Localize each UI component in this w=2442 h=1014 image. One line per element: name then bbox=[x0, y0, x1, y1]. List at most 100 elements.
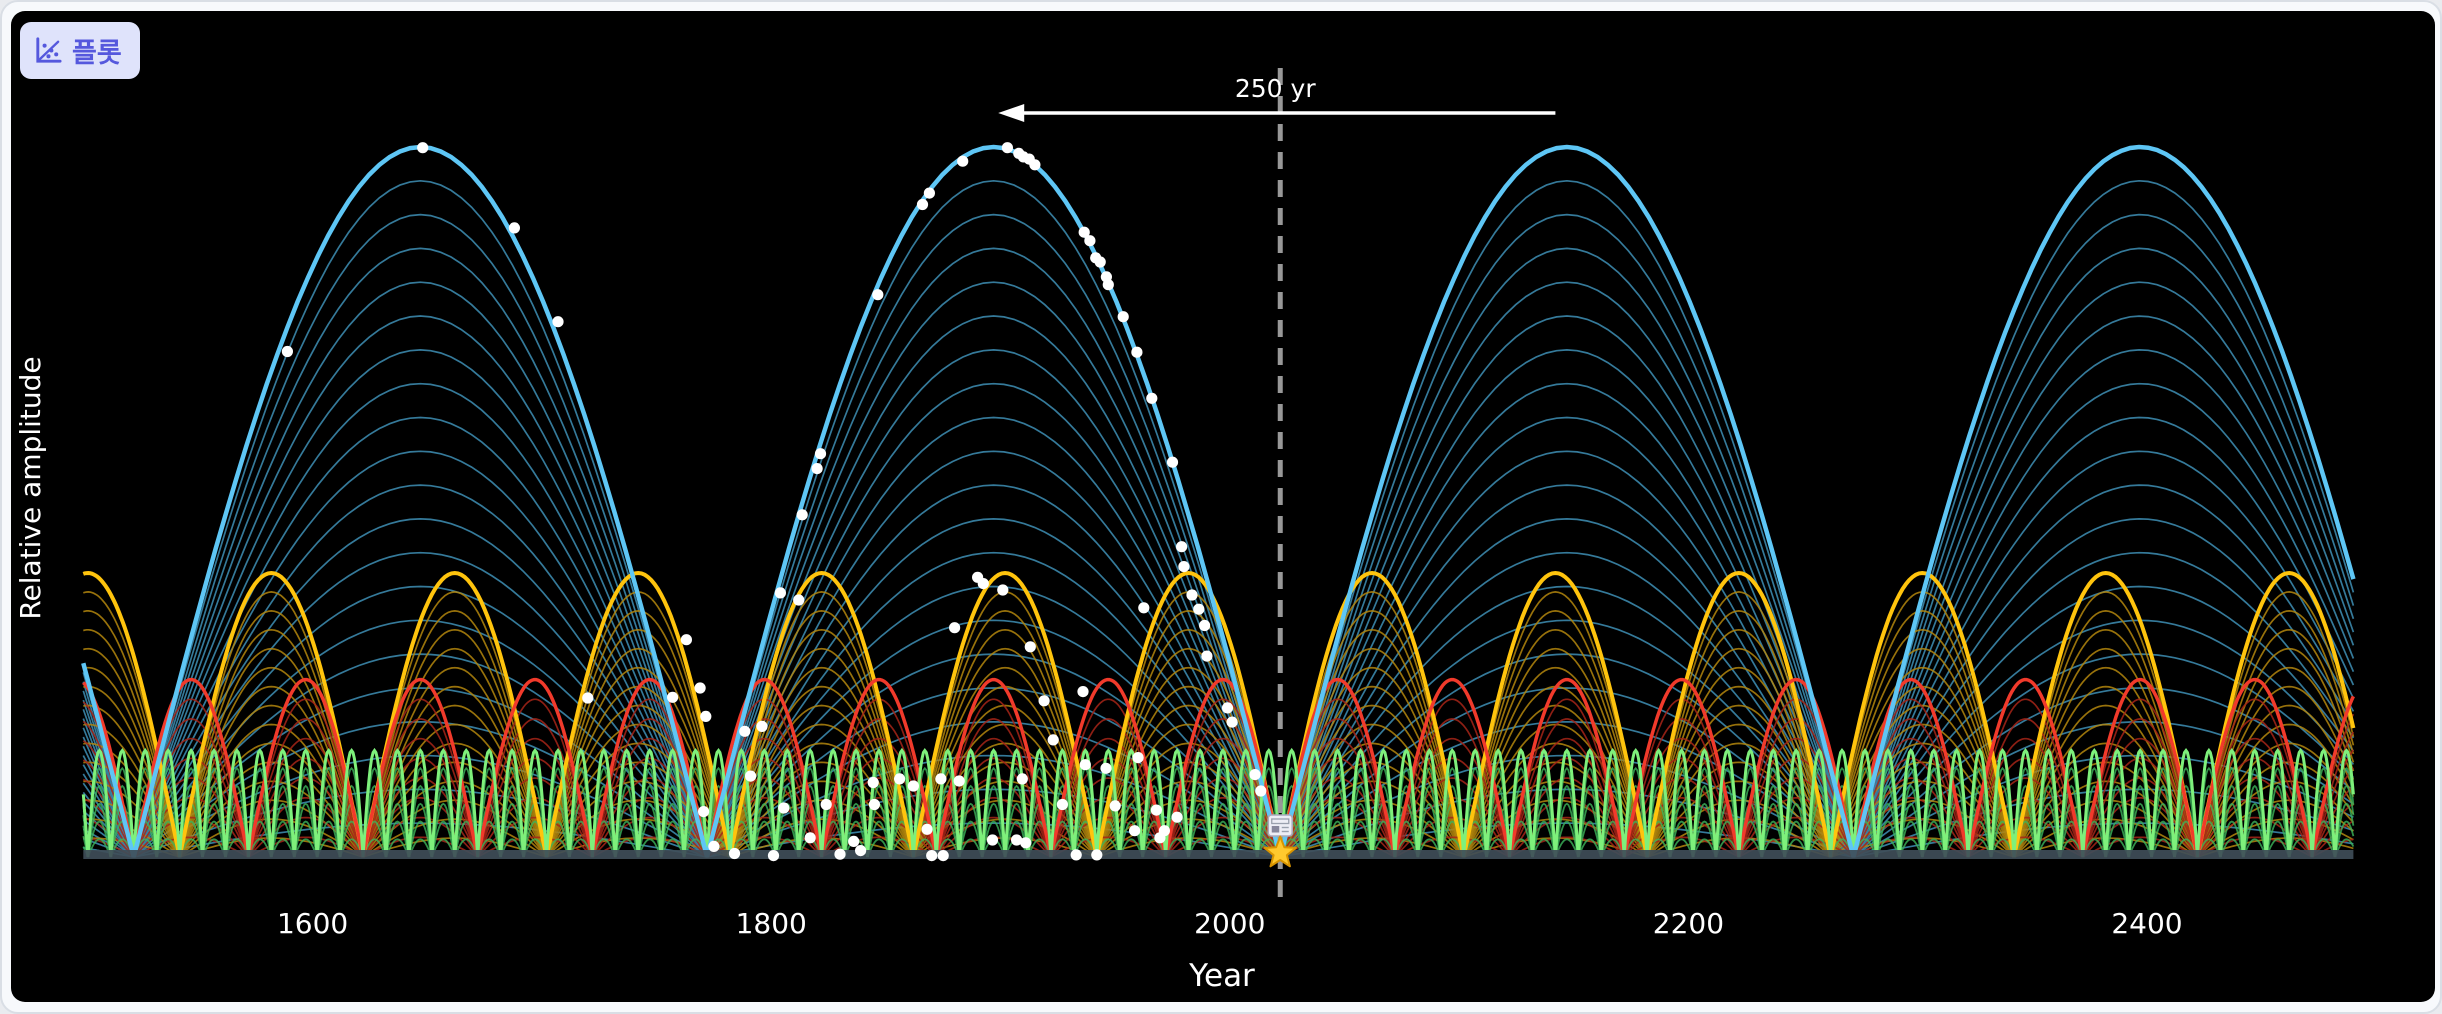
observation-dot bbox=[867, 776, 879, 789]
x-tick-label: 2000 bbox=[1194, 907, 1265, 940]
red-cycle-envelope bbox=[82, 677, 2355, 858]
observation-dot bbox=[1029, 159, 1041, 171]
observation-dot bbox=[848, 835, 860, 848]
observation-dot bbox=[1079, 759, 1091, 771]
observation-dot bbox=[767, 850, 780, 862]
yellow-cycle-envelope bbox=[82, 570, 2356, 858]
observation-dot bbox=[1186, 589, 1198, 601]
observation-dot bbox=[778, 802, 790, 814]
annotation-label: 250 yr bbox=[1235, 74, 1316, 103]
observation-dot bbox=[698, 806, 710, 818]
observation-dot bbox=[1020, 837, 1032, 849]
observation-dot bbox=[700, 710, 712, 723]
observation-dot bbox=[680, 634, 693, 646]
observation-dot bbox=[855, 845, 867, 857]
observation-dot bbox=[1056, 798, 1068, 811]
harmonic-curves bbox=[81, 144, 2356, 858]
observation-dot bbox=[1077, 686, 1089, 698]
observation-dot bbox=[1146, 392, 1158, 404]
observation-dot bbox=[739, 725, 751, 737]
observation-dot bbox=[745, 770, 757, 782]
star-icon bbox=[1263, 835, 1297, 868]
observation-dot bbox=[1178, 561, 1190, 573]
green-cycle-envelope bbox=[81, 747, 2355, 858]
observation-dot bbox=[582, 692, 594, 704]
plot-button[interactable]: 플롯 bbox=[20, 22, 140, 79]
observation-dot bbox=[1100, 762, 1112, 774]
observation-dot bbox=[923, 187, 936, 199]
observation-dot bbox=[774, 587, 787, 599]
x-axis-ticks: 1600 1800 2000 2200 2400 bbox=[277, 907, 2183, 940]
observation-dot bbox=[1047, 734, 1059, 746]
observation-dot bbox=[796, 509, 808, 521]
observation-dot bbox=[977, 578, 989, 590]
observation-dot bbox=[872, 289, 884, 301]
observation-dot bbox=[949, 622, 961, 634]
observation-dot bbox=[1131, 346, 1143, 358]
observation-dot bbox=[1249, 769, 1261, 781]
observation-dot bbox=[1221, 702, 1234, 714]
observation-dot bbox=[1102, 279, 1114, 291]
observation-dot bbox=[834, 848, 846, 860]
observation-dot bbox=[814, 448, 827, 460]
observation-dot bbox=[1255, 785, 1267, 797]
observation-dot bbox=[1171, 811, 1183, 823]
observation-dot bbox=[820, 798, 832, 811]
x-tick-label: 1600 bbox=[277, 907, 348, 940]
observation-dot bbox=[953, 775, 965, 787]
x-axis-title: Year bbox=[1188, 958, 1255, 994]
observation-dot bbox=[694, 682, 706, 694]
observation-dot bbox=[552, 316, 564, 328]
observation-dot bbox=[926, 850, 938, 862]
observation-dot bbox=[1091, 849, 1103, 861]
observation-dot bbox=[1001, 142, 1014, 154]
observation-dot bbox=[894, 773, 906, 785]
observation-dot bbox=[1024, 641, 1036, 653]
observation-dot bbox=[1084, 235, 1096, 247]
annotation-arrow bbox=[998, 104, 1556, 122]
baseline-strip bbox=[83, 850, 2354, 859]
scatter-chart-icon bbox=[32, 35, 63, 66]
observation-dot bbox=[957, 155, 969, 167]
observation-dot bbox=[1070, 849, 1082, 861]
observation-dot bbox=[868, 798, 881, 811]
observation-dot bbox=[508, 222, 520, 234]
observation-dot bbox=[935, 773, 947, 785]
observation-dot bbox=[708, 840, 720, 853]
observation-dot bbox=[793, 594, 805, 606]
observation-dot bbox=[1201, 650, 1213, 662]
newspaper-icon bbox=[1267, 814, 1294, 837]
x-tick-label: 2400 bbox=[2111, 907, 2182, 940]
observation-dot bbox=[1176, 541, 1188, 553]
observation-dot bbox=[916, 198, 929, 211]
x-tick-label: 1800 bbox=[736, 907, 807, 940]
observation-dot bbox=[1109, 800, 1121, 812]
observation-dot bbox=[1129, 825, 1141, 837]
observation-dot bbox=[756, 720, 768, 733]
observation-dot bbox=[667, 691, 679, 703]
blue-cycle-envelope bbox=[81, 144, 2356, 858]
observation-dots bbox=[281, 142, 1267, 862]
observation-dot bbox=[1158, 825, 1170, 837]
observation-dot bbox=[1193, 603, 1205, 615]
observation-dot bbox=[728, 847, 741, 860]
observation-dot bbox=[1132, 752, 1144, 764]
observation-dot bbox=[804, 832, 816, 844]
observation-dot bbox=[417, 142, 429, 154]
observation-dot bbox=[937, 850, 949, 862]
observation-dot bbox=[1226, 716, 1238, 728]
observation-dot bbox=[281, 345, 293, 358]
observation-dot bbox=[997, 584, 1009, 596]
observation-dot bbox=[1150, 804, 1162, 816]
observation-dot bbox=[1166, 456, 1179, 468]
observation-dot bbox=[1016, 773, 1028, 785]
observation-dot bbox=[921, 823, 933, 835]
observation-dot bbox=[1117, 311, 1129, 323]
y-axis-title: Relative amplitude bbox=[14, 356, 47, 619]
observation-dot bbox=[811, 463, 823, 475]
observation-dot bbox=[1011, 834, 1023, 846]
observation-dot bbox=[986, 834, 999, 846]
observation-dot bbox=[1078, 226, 1090, 238]
